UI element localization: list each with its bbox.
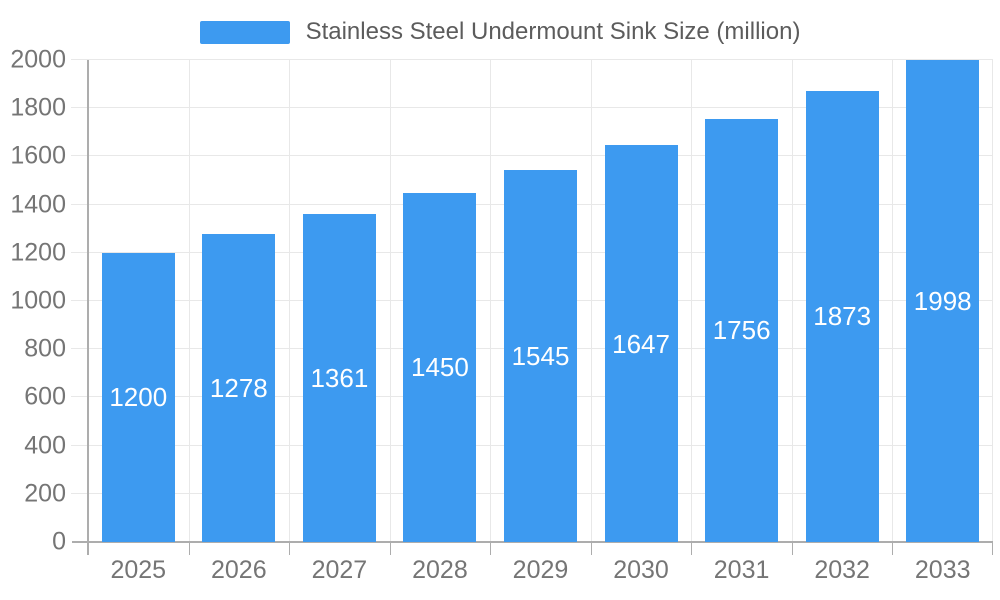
x-tick-label: 2030	[613, 556, 669, 584]
y-tick	[71, 396, 88, 398]
x-tick-label: 2028	[412, 556, 468, 584]
x-tick	[389, 543, 391, 555]
bar-value-label: 1873	[813, 301, 872, 332]
y-tick-label: 600	[24, 382, 66, 411]
v-gridline	[892, 60, 894, 542]
y-axis-line	[87, 60, 89, 555]
y-tick-label: 1400	[10, 190, 66, 219]
v-gridline	[992, 60, 993, 542]
y-tick-label: 2000	[10, 45, 66, 74]
v-gridline	[289, 60, 291, 542]
plot-area: 0 200 400 600 800 1000 1200 1400 1600 1800 2000 120…	[10, 47, 993, 583]
bar: 1756	[705, 118, 779, 542]
bar-value-label: 1998	[913, 286, 972, 317]
chart-legend-item[interactable]: Stainless Steel Undermount Sink Size (mi…	[0, 18, 1000, 46]
x-tick	[992, 543, 993, 555]
bar-value-label: 1450	[411, 352, 469, 383]
x-tick-label: 2026	[211, 556, 267, 584]
x-tick	[88, 543, 89, 555]
y-tick	[71, 251, 88, 253]
v-gridline	[590, 60, 592, 542]
x-tick	[188, 543, 190, 555]
y-tick	[71, 444, 88, 446]
bar: 1200	[101, 252, 175, 542]
x-tick-label: 2031	[713, 556, 770, 584]
bar-value-label: 1647	[612, 328, 670, 359]
y-tick	[71, 203, 88, 205]
y-tick-label: 1800	[10, 93, 66, 122]
y-tick	[71, 348, 88, 350]
x-tick	[490, 543, 492, 555]
legend-swatch	[199, 20, 290, 44]
x-tick	[691, 543, 693, 555]
y-tick-label: 1000	[10, 286, 66, 315]
v-gridline	[791, 60, 793, 542]
bar-value-label: 1200	[109, 382, 168, 413]
y-tick-label: 1200	[10, 238, 66, 267]
y-tick-label: 1600	[10, 141, 66, 170]
bar: 1545	[504, 169, 577, 542]
y-tick-label: 800	[24, 334, 66, 363]
x-tick-label: 2029	[512, 556, 569, 584]
x-tick	[892, 543, 894, 555]
legend-label: Stainless Steel Undermount Sink Size (mi…	[305, 18, 801, 45]
y-tick	[71, 59, 88, 60]
y-tick-label: 400	[24, 431, 66, 460]
y-tick-label: 200	[24, 479, 66, 508]
v-gridline	[490, 60, 492, 542]
x-tick-label: 2032	[814, 556, 870, 584]
x-tick	[791, 543, 793, 555]
y-tick	[71, 300, 88, 301]
y-tick-label: 0	[52, 527, 66, 556]
y-tick	[71, 155, 88, 157]
bar: 1873	[805, 90, 879, 542]
x-tick	[590, 543, 592, 555]
bar: 1361	[302, 214, 376, 542]
y-tick	[71, 107, 88, 109]
bar-value-label: 1278	[209, 373, 268, 403]
bar-value-label: 1545	[511, 340, 570, 371]
bar-value-label: 1756	[712, 315, 771, 346]
v-gridline	[389, 60, 391, 542]
bar: 1278	[202, 234, 276, 542]
h-gridline	[88, 59, 993, 60]
y-tick	[71, 492, 88, 494]
x-tick	[289, 543, 291, 555]
bar-value-label: 1361	[310, 363, 369, 393]
bar: 1998	[906, 60, 980, 542]
v-gridline	[691, 60, 693, 542]
x-tick-label: 2027	[311, 556, 368, 584]
bar: 1647	[604, 145, 678, 542]
x-tick-label: 2033	[914, 556, 971, 584]
x-tick-label: 2025	[110, 556, 167, 584]
v-gridline	[188, 60, 190, 542]
bar: 1450	[403, 192, 477, 542]
